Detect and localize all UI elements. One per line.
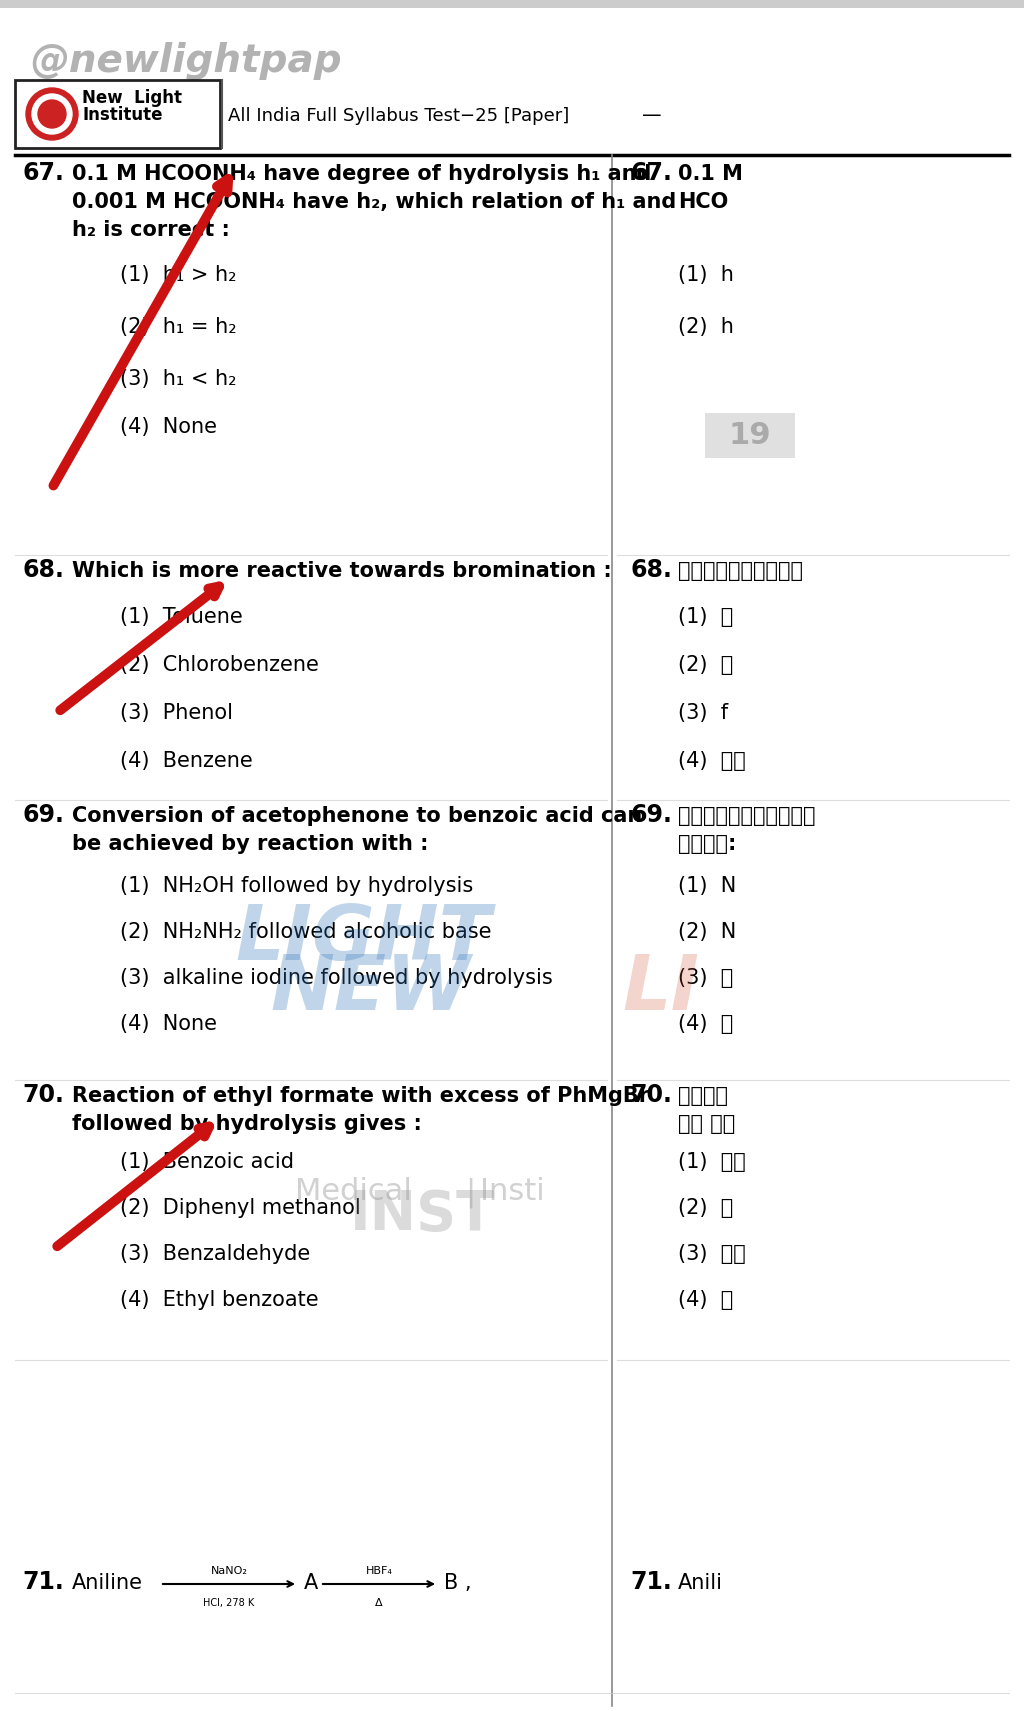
Text: 67.: 67. [22,161,63,185]
Text: 69.: 69. [22,802,63,826]
Text: Insti: Insti [480,1177,545,1206]
Text: Which is more reactive towards bromination :: Which is more reactive towards brominati… [72,561,611,582]
Text: (1)  दे: (1) दे [678,1152,745,1172]
Text: (4)  दे: (4) दे [678,751,745,772]
Text: 70.: 70. [22,1083,63,1107]
Text: (1)  N: (1) N [678,876,736,897]
Text: (1)  h: (1) h [678,265,734,286]
Text: 69.: 69. [630,802,672,826]
Text: (1)  ट: (1) ट [678,607,733,626]
Text: All India Full Syllabus Test−25 [Paper]: All India Full Syllabus Test−25 [Paper] [228,108,569,125]
Text: (4)  None: (4) None [120,1015,217,1033]
Text: (2)  ड: (2) ड [678,1198,733,1218]
Text: होगा:: होगा: [678,833,736,854]
Text: (3)  Benzaldehyde: (3) Benzaldehyde [120,1244,310,1264]
Text: Aniline: Aniline [72,1572,143,1593]
Text: 68.: 68. [22,558,63,582]
Text: 0.001 M HCOONH₄ have h₂, which relation of h₁ and: 0.001 M HCOONH₄ have h₂, which relation … [72,192,676,212]
Text: Conversion of acetophenone to benzoic acid can: Conversion of acetophenone to benzoic ac… [72,806,642,826]
Text: —: — [642,106,662,125]
Text: (2)  Chlorobenzene: (2) Chlorobenzene [120,655,318,676]
Text: |: | [465,1177,475,1208]
Text: (3)  दे: (3) दे [678,1244,745,1264]
Text: पर ता: पर ता [678,1114,735,1134]
Text: 71.: 71. [22,1571,63,1595]
Text: एथिल: एथिल [678,1086,728,1105]
Text: (4)  Benzene: (4) Benzene [120,751,253,772]
Text: (1)  Toluene: (1) Toluene [120,607,243,626]
Text: 70.: 70. [630,1083,672,1107]
Text: INST: INST [350,1187,495,1242]
Circle shape [26,87,78,140]
Text: एसीटोफ़ीनोन: एसीटोफ़ीनोन [678,806,815,826]
Text: (1)  h₁ > h₂: (1) h₁ > h₂ [120,265,237,286]
Text: @newlightpap: @newlightpap [30,43,342,80]
Text: A: A [304,1572,318,1593]
Text: 0.1 M: 0.1 M [678,164,742,185]
Text: (2)  NH₂NH₂ followed alcoholic base: (2) NH₂NH₂ followed alcoholic base [120,922,492,943]
Text: (2)  N: (2) N [678,922,736,943]
Text: NEW: NEW [270,951,470,1027]
Text: (2)  Diphenyl methanol: (2) Diphenyl methanol [120,1198,360,1218]
Text: HBF₄: HBF₄ [366,1566,392,1576]
Text: h₂ is correct :: h₂ is correct : [72,221,229,240]
Text: (4)  Ethyl benzoate: (4) Ethyl benzoate [120,1290,318,1311]
Text: New  Light: New Light [82,89,182,108]
Text: (3)  h₁ < h₂: (3) h₁ < h₂ [120,370,237,388]
Bar [0,0,1024,9]
Text: (3)  अ: (3) अ [678,968,733,987]
Text: (2)  h: (2) h [678,317,734,337]
Text: (3)  f: (3) f [678,703,728,724]
Text: NaNO₂: NaNO₂ [211,1566,248,1576]
Text: (4)  None: (4) None [120,417,217,436]
Text: (4)  घ: (4) घ [678,1290,733,1311]
Text: HCl, 278 K: HCl, 278 K [204,1598,255,1608]
Text: (1)  Benzoic acid: (1) Benzoic acid [120,1152,294,1172]
Text: B ,: B , [444,1572,471,1593]
Text: ब्रोमीनाशन: ब्रोमीनाशन [678,561,803,582]
Text: Medical: Medical [295,1177,412,1206]
Text: (2)  h₁ = h₂: (2) h₁ = h₂ [120,317,237,337]
Text: be achieved by reaction with :: be achieved by reaction with : [72,833,428,854]
Bar [15,80,220,147]
Text: Institute: Institute [82,106,163,123]
Circle shape [32,94,72,133]
Text: (4)  इ: (4) इ [678,1015,733,1033]
Text: (3)  Phenol: (3) Phenol [120,703,233,724]
Text: (3)  alkaline iodine followed by hydrolysis: (3) alkaline iodine followed by hydrolys… [120,968,553,987]
Text: 68.: 68. [630,558,672,582]
Text: HCO: HCO [678,192,728,212]
Text: LIGHT: LIGHT [234,902,490,975]
Text: Δ: Δ [375,1598,383,1608]
Text: 67.: 67. [630,161,672,185]
Text: 71.: 71. [630,1571,672,1595]
Text: 19: 19 [729,421,771,450]
Text: 0.1 M HCOONH₄ have degree of hydrolysis h₁ and: 0.1 M HCOONH₄ have degree of hydrolysis … [72,164,651,185]
Text: LI: LI [622,951,699,1027]
Circle shape [38,99,66,128]
Text: followed by hydrolysis gives :: followed by hydrolysis gives : [72,1114,422,1134]
Text: Reaction of ethyl formate with excess of PhMgBr: Reaction of ethyl formate with excess of… [72,1086,649,1105]
Text: Anili: Anili [678,1572,723,1593]
Text: (1)  NH₂OH followed by hydrolysis: (1) NH₂OH followed by hydrolysis [120,876,473,897]
Text: (2)  स: (2) स [678,655,733,676]
Bar [705,412,795,459]
